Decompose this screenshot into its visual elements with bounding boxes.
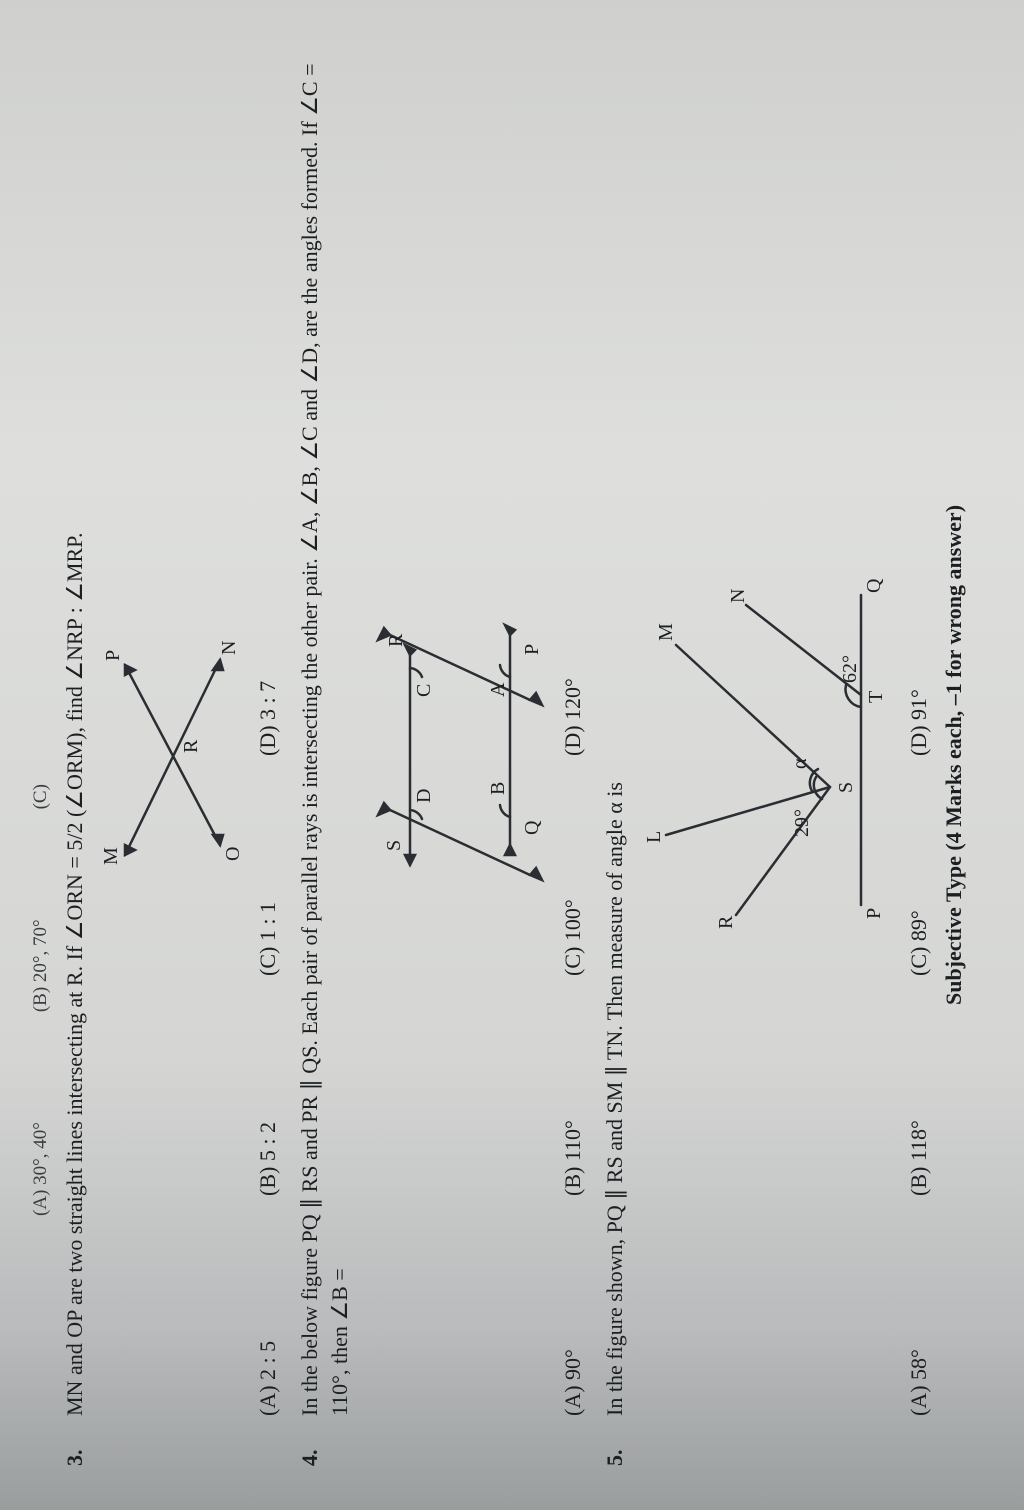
page: (A) 30°, 40° (B) 20°, 70° (C) 3. MN and …: [0, 0, 1024, 1510]
label-C: C: [413, 684, 435, 697]
q5-diagram: R L M N P S T Q 29° α 62°: [636, 44, 896, 1466]
q3-opt-c: (C) 1 : 1: [253, 846, 283, 976]
q5-opt-a: (A) 58°: [904, 1286, 934, 1416]
q4-opt-c: (C) 100°: [558, 846, 588, 976]
q4-opt-d: (D) 120°: [558, 626, 588, 756]
q3-options: (A) 2 : 5 (B) 5 : 2 (C) 1 : 1 (D) 3 : 7: [253, 44, 283, 1416]
q5-options: (A) 58° (B) 118° (C) 89° (D) 91°: [904, 44, 934, 1416]
label-P: P: [102, 650, 124, 661]
q5-opt-b: (B) 118°: [904, 1066, 934, 1196]
section-footer: Subjective Type (4 Marks each, –1 for wr…: [939, 44, 969, 1466]
label-R: R: [385, 633, 407, 647]
prev-opt-c: (C): [28, 784, 54, 809]
label-N: N: [727, 589, 749, 603]
q4-opt-b: (B) 110°: [558, 1066, 588, 1196]
label-29: 29°: [791, 809, 813, 837]
q5-number: 5.: [600, 1430, 630, 1466]
label-S-line: S: [835, 782, 857, 793]
label-R: R: [715, 915, 737, 929]
question-3: 3. MN and OP are two straight lines inte…: [60, 44, 90, 1466]
q3-opt-a: (A) 2 : 5: [253, 1286, 283, 1416]
label-D: D: [413, 789, 435, 803]
label-S: S: [383, 840, 405, 851]
prev-opt-b: (B) 20°, 70°: [28, 919, 54, 1012]
q3-diagram: M P O R N: [95, 44, 245, 1466]
q4-options: (A) 90° (B) 110° (C) 100° (D) 120°: [558, 44, 588, 1416]
label-Q: Q: [521, 820, 543, 835]
label-P: P: [863, 908, 885, 919]
label-M: M: [655, 623, 677, 641]
q3-opt-d: (D) 3 : 7: [253, 626, 283, 756]
label-Q: Q: [863, 578, 885, 593]
label-O: O: [222, 847, 244, 861]
label-T: T: [865, 691, 887, 703]
label-B: B: [487, 782, 509, 795]
label-M: M: [100, 847, 122, 865]
q4-text: In the below figure PQ ∥ RS and PR ∥ QS.…: [295, 44, 354, 1416]
q4-number: 4.: [295, 1430, 354, 1466]
q3-text: MN and OP are two straight lines interse…: [60, 44, 90, 1416]
q3-opt-b: (B) 5 : 2: [253, 1066, 283, 1196]
question-5: 5. In the figure shown, PQ ∥ RS and SM ∥…: [600, 44, 630, 1466]
label-L: L: [643, 831, 665, 843]
prev-opt-a: (A) 30°, 40°: [28, 1122, 54, 1216]
q4-opt-a: (A) 90°: [558, 1286, 588, 1416]
q5-text: In the figure shown, PQ ∥ RS and SM ∥ TN…: [600, 44, 630, 1416]
q5-opt-c: (C) 89°: [904, 846, 934, 976]
label-A: A: [487, 682, 509, 697]
label-R: R: [180, 739, 202, 753]
label-alpha: α: [789, 758, 811, 769]
q3-number: 3.: [60, 1430, 90, 1466]
q4-diagram: S R Q P D C B A: [360, 44, 550, 1466]
q5-opt-d: (D) 91°: [904, 626, 934, 756]
label-P: P: [521, 644, 543, 655]
label-62: 62°: [839, 655, 861, 683]
label-N: N: [218, 641, 240, 655]
prev-question-options-partial: (A) 30°, 40° (B) 20°, 70° (C): [28, 44, 54, 1216]
question-4: 4. In the below figure PQ ∥ RS and PR ∥ …: [295, 44, 354, 1466]
